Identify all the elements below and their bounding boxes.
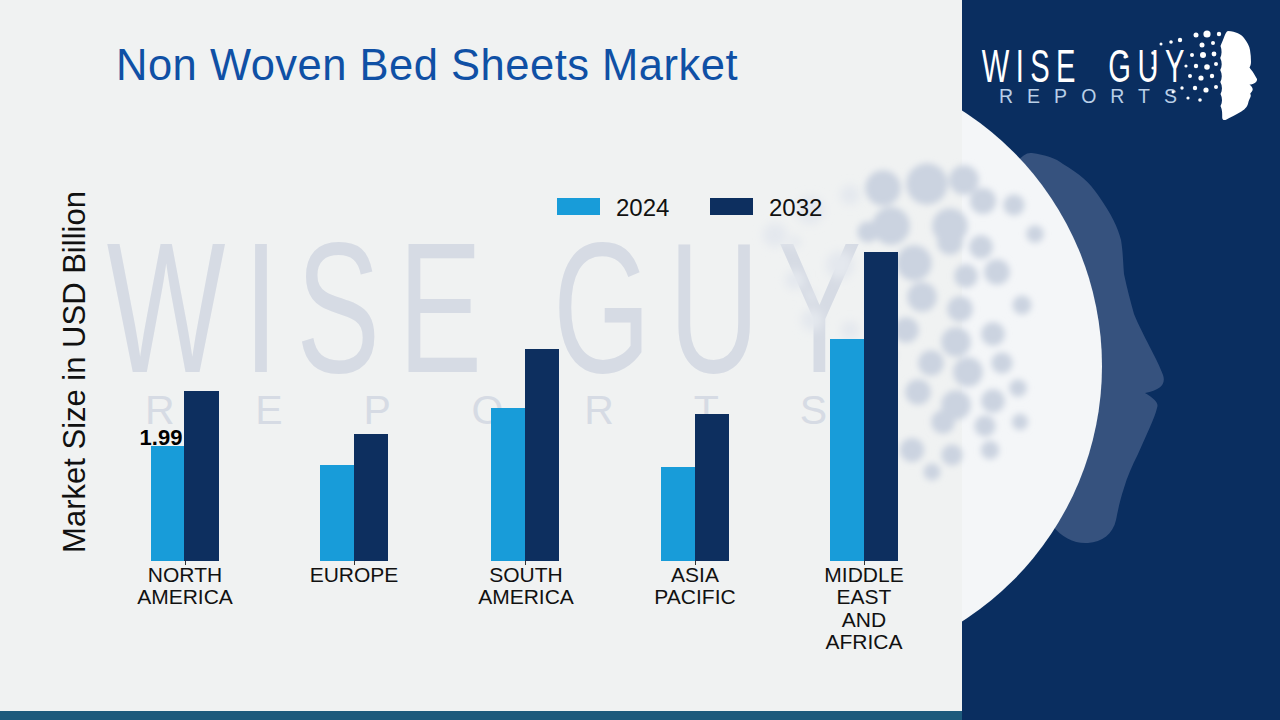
svg-text:WISE GUY: WISE GUY [982,40,1185,92]
